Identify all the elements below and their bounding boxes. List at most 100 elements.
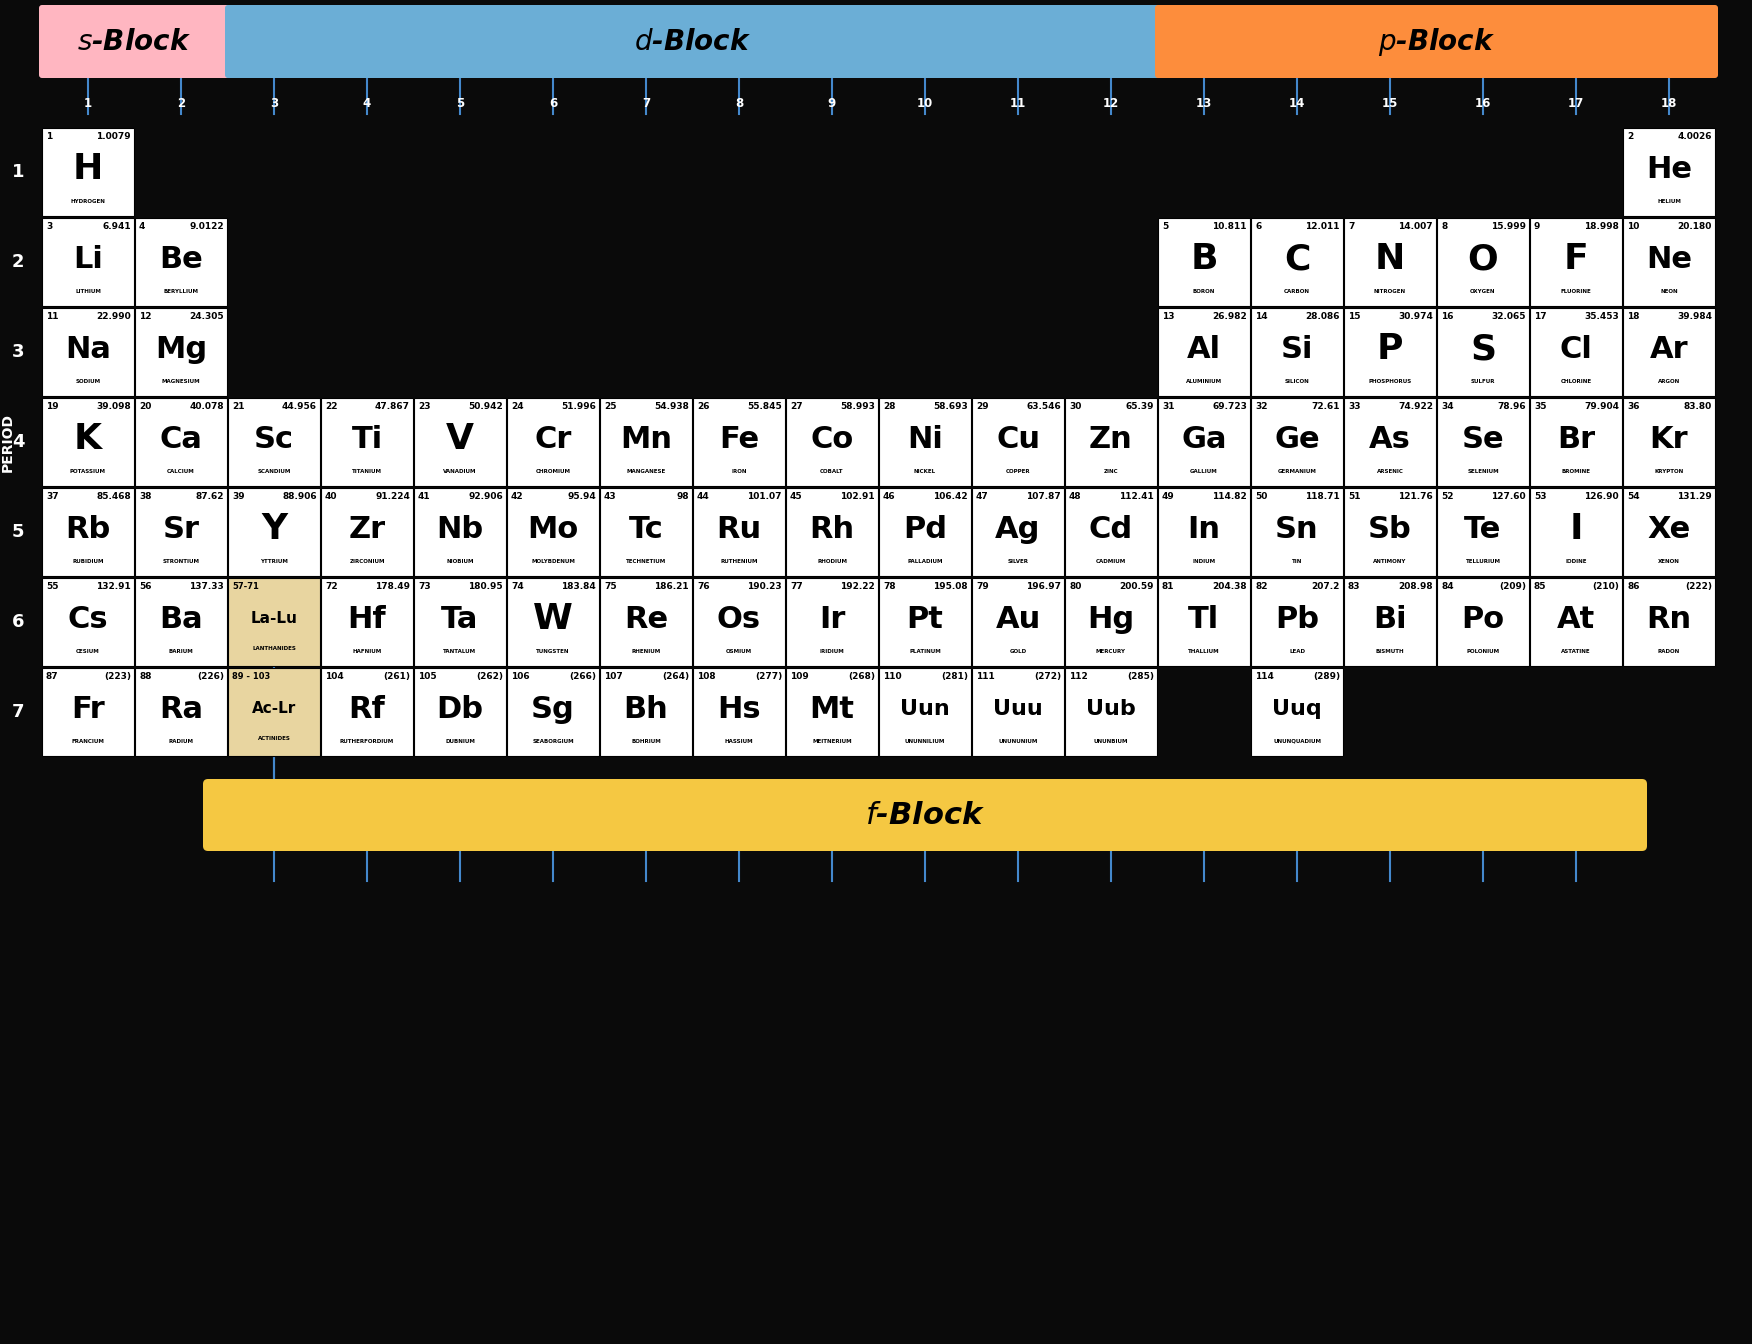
Text: 102.91: 102.91 — [841, 492, 874, 501]
Text: 104: 104 — [326, 672, 343, 681]
Text: 178.49: 178.49 — [375, 582, 410, 591]
Text: 35.453: 35.453 — [1584, 312, 1619, 321]
Bar — [1344, 578, 1437, 667]
Text: 9.0122: 9.0122 — [189, 222, 224, 231]
Bar — [42, 308, 133, 396]
Text: 10.811: 10.811 — [1212, 222, 1247, 231]
Text: BARIUM: BARIUM — [168, 649, 193, 653]
Text: 51.996: 51.996 — [561, 402, 596, 411]
Text: 18: 18 — [1628, 312, 1640, 321]
Text: 11: 11 — [46, 312, 58, 321]
Text: TELLURIUM: TELLURIUM — [1465, 559, 1500, 563]
Bar — [321, 488, 413, 577]
Text: Pt: Pt — [906, 605, 943, 634]
Text: Li: Li — [74, 245, 103, 274]
Text: 9: 9 — [829, 97, 836, 110]
Text: (277): (277) — [755, 672, 781, 681]
Text: ACTINIDES: ACTINIDES — [258, 737, 291, 741]
Text: SODIUM: SODIUM — [75, 379, 100, 383]
Text: Fe: Fe — [718, 425, 759, 454]
Text: 108: 108 — [697, 672, 715, 681]
Text: Sc: Sc — [254, 425, 294, 454]
Text: OXYGEN: OXYGEN — [1470, 289, 1496, 293]
Text: POTASSIUM: POTASSIUM — [70, 469, 107, 473]
Text: 22: 22 — [326, 402, 338, 411]
Text: 92.906: 92.906 — [468, 492, 503, 501]
Text: 86: 86 — [1628, 582, 1640, 591]
Text: 101.07: 101.07 — [748, 492, 781, 501]
Bar — [1622, 218, 1715, 306]
Text: 54: 54 — [1628, 492, 1640, 501]
Text: 132.91: 132.91 — [96, 582, 131, 591]
Text: (289): (289) — [1312, 672, 1340, 681]
Text: INDIUM: INDIUM — [1193, 559, 1216, 563]
Text: 40: 40 — [326, 492, 338, 501]
Bar — [1622, 128, 1715, 216]
Text: 25: 25 — [604, 402, 617, 411]
Text: 13: 13 — [1197, 97, 1212, 110]
Text: Uun: Uun — [901, 699, 950, 719]
Text: SILVER: SILVER — [1007, 559, 1028, 563]
Text: 3: 3 — [12, 343, 25, 362]
Bar — [135, 668, 228, 755]
Bar — [1158, 488, 1249, 577]
Text: Ir: Ir — [818, 605, 844, 634]
Text: Pd: Pd — [902, 515, 948, 544]
Text: 4.0026: 4.0026 — [1677, 132, 1712, 141]
Text: Ge: Ge — [1274, 425, 1319, 454]
Text: (281): (281) — [941, 672, 969, 681]
Text: 50.942: 50.942 — [468, 402, 503, 411]
Text: Na: Na — [65, 335, 110, 364]
Text: 4: 4 — [363, 97, 371, 110]
Text: 107.87: 107.87 — [1027, 492, 1062, 501]
Text: 2: 2 — [1628, 132, 1633, 141]
Text: Rb: Rb — [65, 515, 110, 544]
Text: (285): (285) — [1127, 672, 1155, 681]
Text: 4: 4 — [138, 222, 145, 231]
Text: He: He — [1645, 155, 1692, 184]
Text: 85.468: 85.468 — [96, 492, 131, 501]
Bar — [1065, 398, 1156, 487]
Text: Ca: Ca — [159, 425, 203, 454]
Text: 24: 24 — [512, 402, 524, 411]
Text: 8: 8 — [734, 97, 743, 110]
Text: 15: 15 — [1382, 97, 1398, 110]
Text: 7: 7 — [1347, 222, 1354, 231]
Bar — [1158, 398, 1249, 487]
Text: 78.96: 78.96 — [1498, 402, 1526, 411]
Text: Hg: Hg — [1088, 605, 1135, 634]
Text: Mn: Mn — [620, 425, 673, 454]
Bar — [1344, 308, 1437, 396]
Text: RUBIDIUM: RUBIDIUM — [72, 559, 103, 563]
Text: BISMUTH: BISMUTH — [1375, 649, 1405, 653]
Bar — [1529, 578, 1622, 667]
Bar — [972, 578, 1063, 667]
Text: GERMANIUM: GERMANIUM — [1277, 469, 1316, 473]
Text: POLONIUM: POLONIUM — [1466, 649, 1500, 653]
Text: FRANCIUM: FRANCIUM — [72, 739, 105, 743]
Text: 6: 6 — [12, 613, 25, 630]
Text: GOLD: GOLD — [1009, 649, 1027, 653]
Bar — [972, 398, 1063, 487]
Text: 12: 12 — [138, 312, 151, 321]
Text: Re: Re — [624, 605, 668, 634]
Text: Uub: Uub — [1086, 699, 1135, 719]
Text: 80: 80 — [1069, 582, 1081, 591]
Text: Uuq: Uuq — [1272, 699, 1321, 719]
Text: VANADIUM: VANADIUM — [443, 469, 477, 473]
Text: 58.993: 58.993 — [841, 402, 874, 411]
Text: (210): (210) — [1593, 582, 1619, 591]
Text: 40.078: 40.078 — [189, 402, 224, 411]
Text: I: I — [1570, 512, 1582, 547]
Text: 183.84: 183.84 — [561, 582, 596, 591]
Text: Hf: Hf — [347, 605, 385, 634]
Bar — [1251, 488, 1344, 577]
Text: NITROGEN: NITROGEN — [1374, 289, 1407, 293]
Text: 47: 47 — [976, 492, 988, 501]
Text: 207.2: 207.2 — [1312, 582, 1340, 591]
Text: La-Lu: La-Lu — [251, 612, 298, 626]
Text: THALLIUM: THALLIUM — [1188, 649, 1219, 653]
Text: XENON: XENON — [1657, 559, 1680, 563]
Text: 12.011: 12.011 — [1305, 222, 1340, 231]
Text: 74.922: 74.922 — [1398, 402, 1433, 411]
